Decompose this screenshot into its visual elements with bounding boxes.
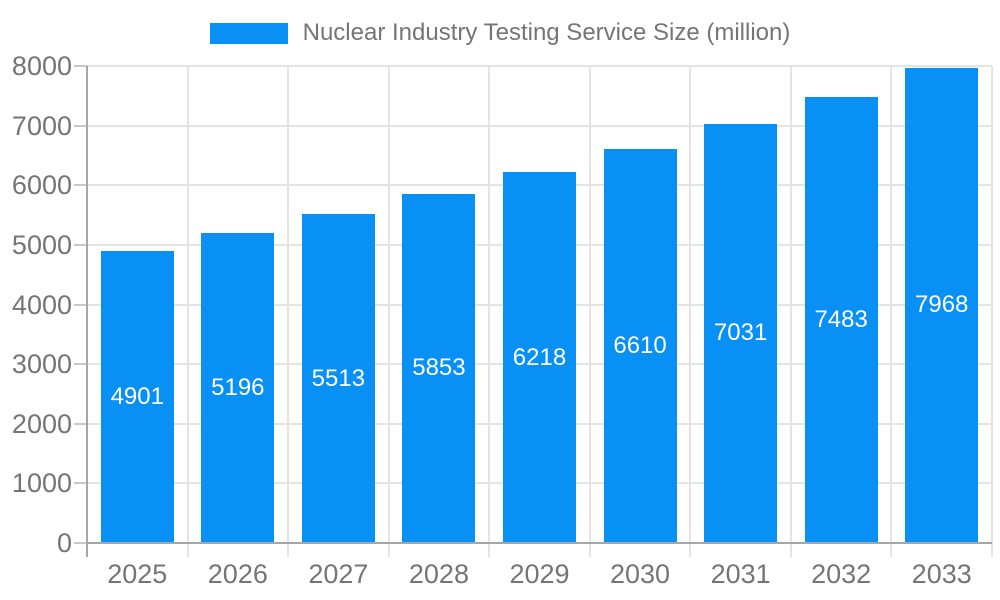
x-axis-label: 2033 bbox=[911, 559, 972, 589]
bar-value-label: 6610 bbox=[613, 331, 667, 359]
y-axis-line bbox=[86, 66, 88, 557]
bar-2029[interactable]: 6218 bbox=[503, 172, 576, 543]
y-axis-label: 2000 bbox=[11, 408, 72, 439]
y-axis-tick bbox=[74, 422, 87, 425]
bar-2028[interactable]: 5853 bbox=[402, 194, 476, 543]
x-axis-label: 2028 bbox=[408, 559, 469, 589]
x-axis-label: 2032 bbox=[811, 559, 872, 589]
y-axis-tick bbox=[74, 124, 87, 127]
legend[interactable]: Nuclear Industry Testing Service Size (m… bbox=[0, 19, 1000, 47]
bar-2027[interactable]: 5513 bbox=[301, 214, 375, 543]
y-axis-tick bbox=[74, 243, 87, 246]
gridline-vertical bbox=[789, 66, 792, 557]
bar-2025[interactable]: 4901 bbox=[100, 250, 174, 543]
y-axis-tick bbox=[74, 65, 87, 67]
y-axis-tick bbox=[74, 303, 87, 306]
x-axis-label: 2026 bbox=[207, 559, 268, 589]
bar-value-label: 7483 bbox=[814, 305, 868, 333]
gridline-vertical bbox=[387, 66, 390, 557]
y-axis-label: 7000 bbox=[11, 110, 72, 141]
y-axis-tick bbox=[74, 482, 87, 485]
bar-value-label: 5853 bbox=[412, 354, 466, 382]
bar-2026[interactable]: 5196 bbox=[201, 233, 275, 543]
bar-value-label: 4901 bbox=[110, 382, 164, 410]
y-axis-label: 8000 bbox=[11, 51, 72, 81]
bar-2031[interactable]: 7031 bbox=[704, 123, 778, 543]
gridline-horizontal bbox=[87, 124, 992, 127]
gridline-vertical bbox=[186, 66, 189, 557]
gridline-vertical bbox=[689, 66, 692, 557]
gridline-horizontal bbox=[87, 65, 992, 67]
y-axis-label: 4000 bbox=[11, 289, 72, 320]
x-axis-line bbox=[87, 542, 992, 544]
y-axis-label: 5000 bbox=[11, 229, 72, 260]
x-axis-label: 2025 bbox=[107, 559, 168, 589]
y-axis-label: 6000 bbox=[11, 170, 72, 201]
bar-2032[interactable]: 7483 bbox=[804, 96, 878, 543]
legend-label: Nuclear Industry Testing Service Size (m… bbox=[302, 19, 791, 46]
x-axis-label: 2029 bbox=[509, 559, 570, 589]
bar-value-label: 7968 bbox=[915, 291, 969, 319]
bar-value-label: 5513 bbox=[311, 364, 366, 392]
bar-value-label: 5196 bbox=[211, 374, 265, 402]
gridline-vertical bbox=[488, 66, 491, 557]
y-axis-tick bbox=[74, 363, 87, 366]
x-axis-label: 2027 bbox=[308, 559, 369, 589]
legend-swatch bbox=[209, 22, 288, 44]
y-axis-tick bbox=[74, 542, 87, 544]
gridline-vertical bbox=[588, 66, 591, 557]
bar-2033[interactable]: 7968 bbox=[905, 67, 979, 543]
bar-value-label: 7031 bbox=[713, 319, 768, 347]
y-axis-tick bbox=[74, 184, 87, 187]
y-axis-label: 1000 bbox=[11, 468, 72, 499]
y-axis-label: 0 bbox=[56, 528, 72, 558]
bar-value-label: 6218 bbox=[512, 343, 567, 371]
x-axis-label: 2031 bbox=[710, 559, 771, 589]
gridline-vertical bbox=[287, 66, 290, 557]
gridline-vertical bbox=[991, 66, 993, 557]
x-axis-label: 2030 bbox=[610, 559, 671, 589]
gridline-vertical bbox=[890, 66, 893, 557]
bar-2030[interactable]: 6610 bbox=[603, 148, 677, 543]
plot-area: 4901 5196 5513 5853 6218 6610 7031 7483 7968 bbox=[74, 65, 993, 557]
y-axis-label: 3000 bbox=[11, 349, 72, 380]
